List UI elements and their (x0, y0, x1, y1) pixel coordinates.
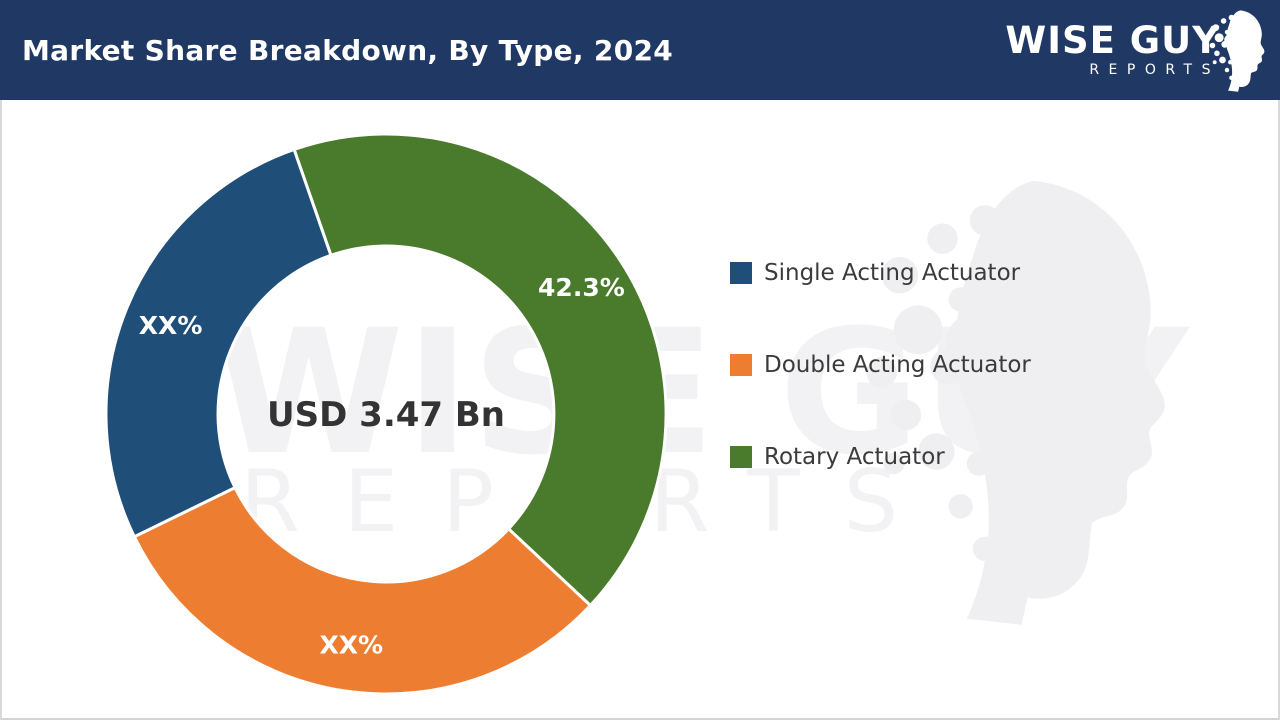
wiseguy-logo: WISE GUY REPORTS (1005, 7, 1266, 94)
legend-label: Rotary Actuator (764, 444, 945, 470)
chart-canvas: WISE GUY REPORTS USD 3.47 Bn XX%42.3%XX%… (0, 100, 1280, 720)
logo-name: WISE GUY (1005, 19, 1220, 62)
legend-swatch-single-acting (730, 262, 752, 284)
legend-item-rotary: Rotary Actuator (730, 444, 1031, 470)
slice-percentage-label: XX% (139, 311, 203, 340)
donut-slice-2 (292, 132, 668, 608)
page-title: Market Share Breakdown, By Type, 2024 (22, 33, 674, 67)
legend-label: Single Acting Actuator (764, 260, 1021, 286)
legend-item-double-acting: Double Acting Actuator (730, 352, 1031, 378)
center-value-label: USD 3.47 Bn (267, 395, 505, 435)
slice-percentage-label: 42.3% (538, 273, 625, 302)
legend-swatch-rotary (730, 446, 752, 468)
slice-percentage-label: XX% (319, 630, 383, 659)
legend-swatch-double-acting (730, 354, 752, 376)
logo-text: WISE GUY REPORTS (1005, 22, 1220, 78)
legend-item-single-acting: Single Acting Actuator (730, 260, 1031, 286)
header-bar: Market Share Breakdown, By Type, 2024 WI… (0, 0, 1280, 100)
donut-chart: USD 3.47 Bn XX% 42.3% XX% (104, 132, 668, 696)
donut-slice-1 (104, 147, 333, 539)
legend: Single Acting Actuator Double Acting Act… (730, 260, 1031, 470)
legend-label: Double Acting Actuator (764, 352, 1031, 378)
logo-tagline: REPORTS (1089, 62, 1220, 78)
donut-slice-3 (132, 485, 593, 696)
